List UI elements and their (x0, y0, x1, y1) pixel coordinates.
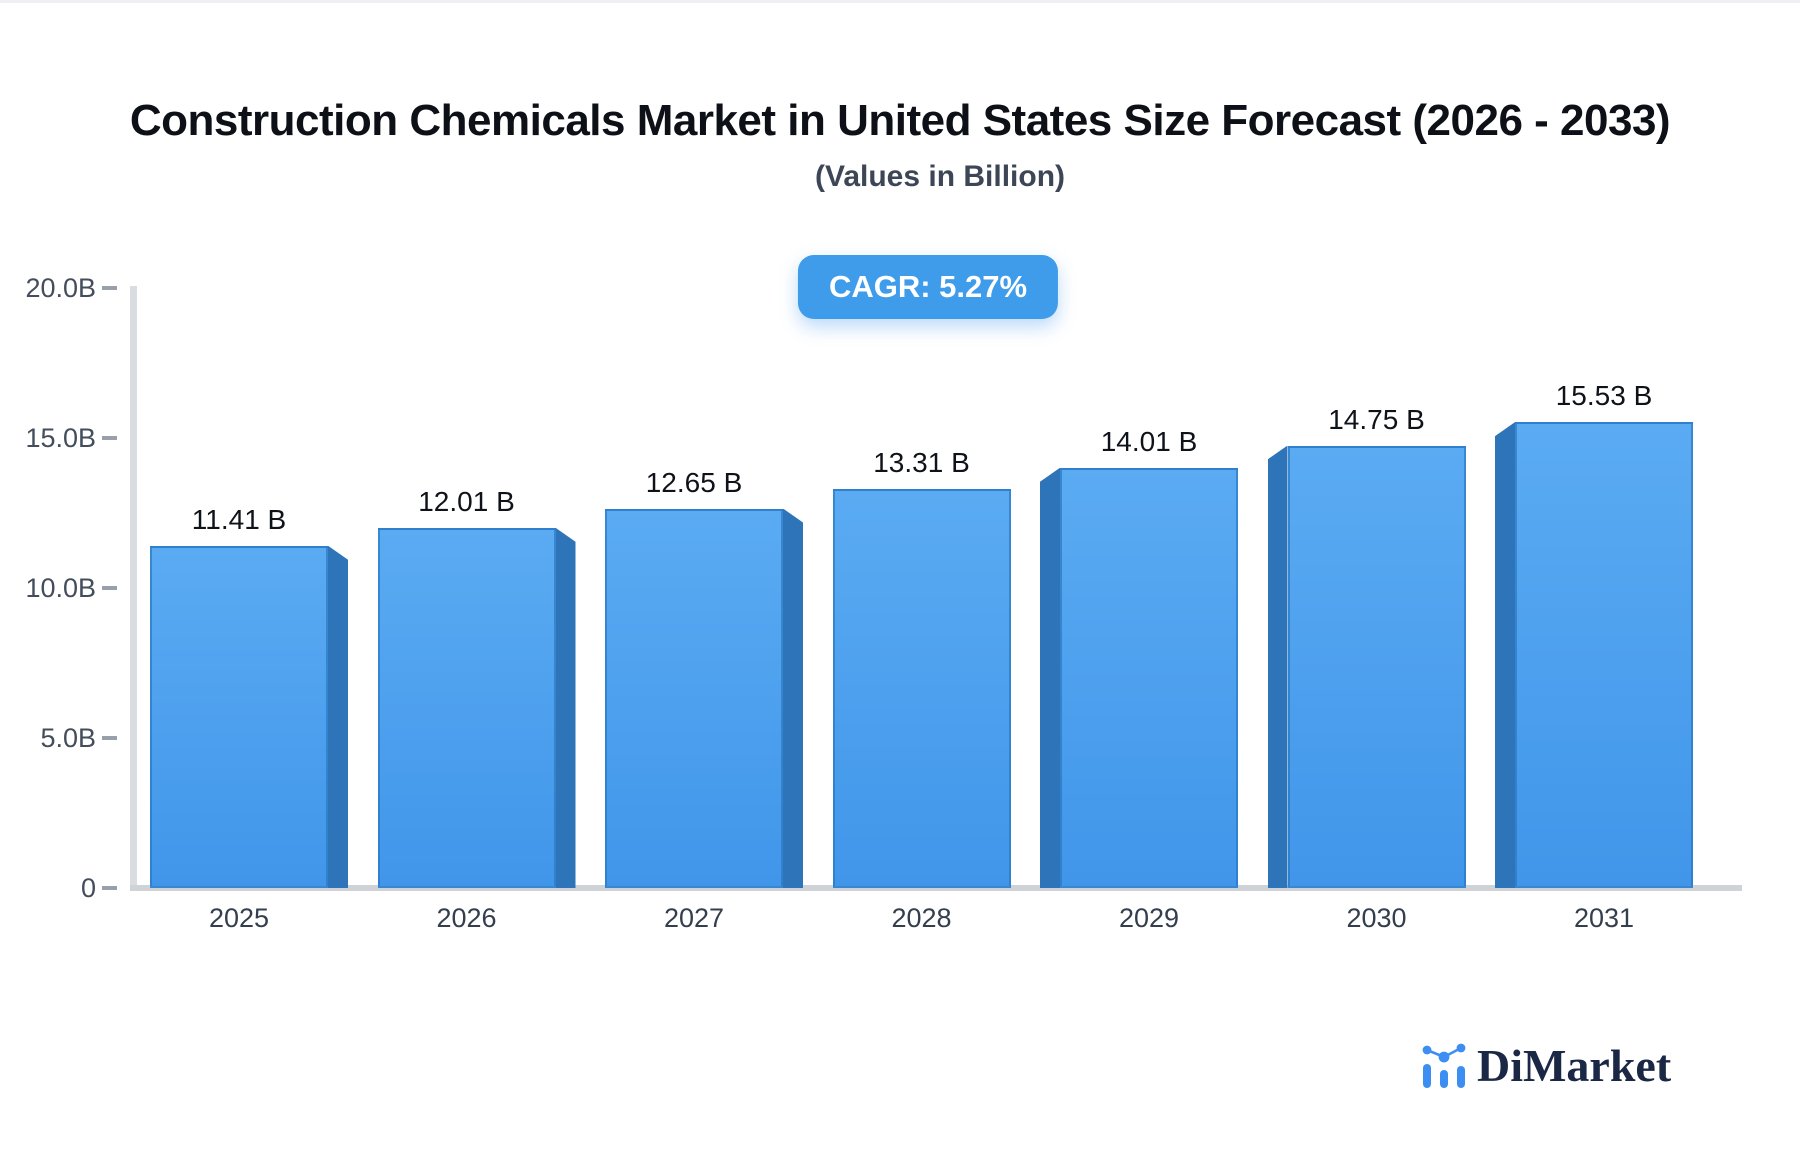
x-axis-label-2027: 2027 (663, 903, 725, 933)
chart-title: Construction Chemicals Market in United … (129, 96, 1671, 145)
bar-2027[interactable] (605, 508, 783, 888)
bar-3d-side-2030 (1267, 445, 1288, 888)
bar-2030[interactable] (1287, 445, 1466, 888)
y-tick-mark (102, 886, 117, 890)
y-tick-mark (102, 736, 117, 740)
bar-value-label-2031: 15.53 B (1555, 380, 1653, 412)
y-tick-label: 20.0B (25, 273, 96, 303)
bar-value-label-2029: 14.01 B (1100, 425, 1198, 457)
y-tick-mark (102, 286, 117, 290)
y-tick-label: 15.0B (25, 423, 96, 453)
x-axis-line (130, 885, 1742, 891)
bar-3d-side-2029 (1040, 467, 1060, 888)
bar-3d-side-2031 (1495, 422, 1515, 888)
x-axis-label-2028: 2028 (891, 903, 952, 933)
dimarket-logo: DiMarket (1421, 1042, 1671, 1090)
bar-value-label-2028: 13.31 B (873, 446, 970, 478)
page-top-border (0, 0, 1800, 3)
bar-value-label-2030: 14.75 B (1328, 403, 1425, 435)
bar-3d-side-2025 (328, 545, 348, 888)
x-axis-label-2030: 2030 (1346, 903, 1407, 933)
y-tick-mark (102, 436, 117, 440)
y-tick-mark (102, 586, 117, 590)
bar-2026[interactable] (377, 527, 556, 888)
bar-3d-side-2027 (783, 508, 803, 888)
bar-2031[interactable] (1515, 422, 1693, 888)
y-axis-line (130, 286, 137, 888)
x-axis-label-2026: 2026 (436, 903, 497, 933)
y-tick-label: 10.0B (25, 573, 96, 603)
bar-3d-side-2026 (555, 527, 576, 888)
dimarket-logo-icon (1422, 1043, 1466, 1088)
cagr-badge: CAGR: 5.27% (797, 255, 1059, 319)
dimarket-logo-text: DiMarket (1477, 1040, 1672, 1091)
chart-subtitle: (Values in Billion) (814, 160, 1066, 193)
x-axis-label-2029: 2029 (1118, 903, 1180, 933)
bar-2025[interactable] (150, 545, 328, 888)
bar-value-label-2025: 11.41 B (191, 503, 287, 535)
bar-value-label-2026: 12.01 B (418, 485, 515, 517)
y-tick-label: 5.0B (40, 723, 96, 753)
bar-2028[interactable] (832, 488, 1011, 888)
bar-value-label-2027: 12.65 B (645, 466, 743, 498)
bar-2029[interactable] (1060, 467, 1238, 888)
y-tick-label: 0 (80, 873, 96, 903)
x-axis-label-2025: 2025 (208, 903, 270, 933)
x-axis-label-2031: 2031 (1573, 903, 1635, 933)
